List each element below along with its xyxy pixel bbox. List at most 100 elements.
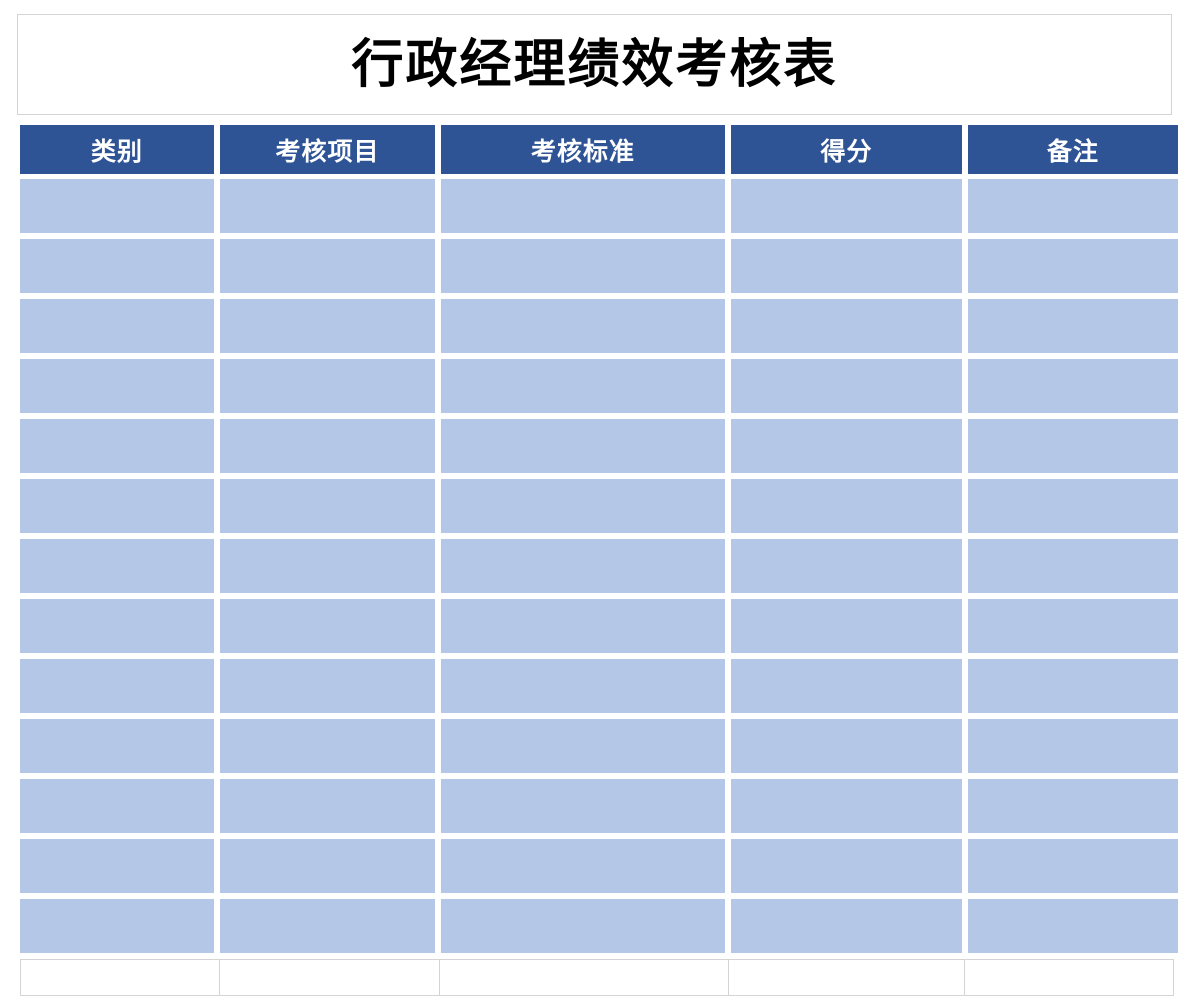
column-header-score[interactable]: 得分 [731,125,962,174]
column-header-remark[interactable]: 备注 [968,125,1178,174]
table-cell-score[interactable] [731,779,962,833]
table-cell-item[interactable] [220,539,435,593]
table-cell-item[interactable] [220,779,435,833]
table-cell-category[interactable] [20,839,214,893]
table-cell-score[interactable] [731,899,962,953]
table-cell-standard[interactable] [441,479,725,533]
table-cell-item[interactable] [220,479,435,533]
table-cell-category[interactable] [20,659,214,713]
page-title: 行政经理绩效考核表 [351,35,838,94]
table-cell-remark[interactable] [968,179,1178,233]
table-row [20,659,1178,713]
table-cell-remark[interactable] [968,539,1178,593]
table-cell-category[interactable] [20,359,214,413]
table-cell-score[interactable] [731,659,962,713]
table-cell-item[interactable] [220,659,435,713]
table-cell-category[interactable] [20,719,214,773]
table-cell-score[interactable] [731,179,962,233]
table-cell-standard[interactable] [441,299,725,353]
column-header-label: 考核标准 [530,137,635,166]
table-row [20,359,1178,413]
table-cell-remark[interactable] [968,479,1178,533]
table-cell-score[interactable] [731,359,962,413]
table-cell-score[interactable] [731,299,962,353]
column-header-category[interactable]: 类别 [20,125,214,174]
table-cell-category[interactable] [20,419,214,473]
table-cell-standard[interactable] [441,539,725,593]
table-cell-score[interactable] [731,839,962,893]
table-cell-score[interactable] [731,239,962,293]
table-cell-item[interactable] [220,359,435,413]
table-cell-score[interactable] [728,959,965,996]
table-cell-category[interactable] [20,959,220,996]
column-header-item[interactable]: 考核项目 [220,125,435,174]
table-cell-standard[interactable] [441,719,725,773]
table-row [20,839,1178,893]
spreadsheet-canvas: 行政经理绩效考核表 类别 考核项目 考核标准 得分 备注 [17,14,1178,996]
column-header-label: 备注 [1046,137,1099,166]
table-cell-standard[interactable] [441,179,725,233]
table-cell-category[interactable] [20,899,214,953]
table-row [20,899,1178,953]
table-cell-item[interactable] [220,899,435,953]
table-cell-category[interactable] [20,179,214,233]
table-cell-standard[interactable] [441,239,725,293]
table-cell-remark[interactable] [968,299,1178,353]
table-cell-category[interactable] [20,299,214,353]
table-header-row: 类别 考核项目 考核标准 得分 备注 [20,125,1178,174]
table-cell-remark[interactable] [968,659,1178,713]
table-row [20,179,1178,233]
table-cell-remark[interactable] [968,719,1178,773]
table-cell-item[interactable] [220,839,435,893]
table-body [20,179,1178,953]
table-cell-category[interactable] [20,239,214,293]
table-cell-item[interactable] [219,959,440,996]
table-cell-remark[interactable] [968,839,1178,893]
table-row [20,299,1178,353]
table-cell-category[interactable] [20,539,214,593]
table-cell-category[interactable] [20,779,214,833]
table-cell-item[interactable] [220,719,435,773]
table-cell-remark[interactable] [968,899,1178,953]
table-row [20,719,1178,773]
table-cell-score[interactable] [731,419,962,473]
table-cell-score[interactable] [731,539,962,593]
table-cell-score[interactable] [731,599,962,653]
column-header-label: 得分 [820,137,873,166]
table-cell-category[interactable] [20,479,214,533]
column-header-label: 类别 [90,137,143,166]
table-cell-item[interactable] [220,179,435,233]
appraisal-table: 类别 考核项目 考核标准 得分 备注 [20,125,1178,996]
table-row [20,539,1178,593]
table-cell-standard[interactable] [441,659,725,713]
table-cell-category[interactable] [20,599,214,653]
table-cell-standard[interactable] [441,419,725,473]
table-cell-standard[interactable] [441,359,725,413]
table-cell-standard[interactable] [441,599,725,653]
table-cell-remark[interactable] [968,419,1178,473]
table-row [20,779,1178,833]
table-cell-item[interactable] [220,239,435,293]
table-row [20,239,1178,293]
table-cell-score[interactable] [731,719,962,773]
table-cell-remark[interactable] [964,959,1174,996]
column-header-standard[interactable]: 考核标准 [441,125,725,174]
table-cell-remark[interactable] [968,239,1178,293]
table-cell-item[interactable] [220,419,435,473]
table-cell-remark[interactable] [968,599,1178,653]
table-cell-standard[interactable] [441,839,725,893]
table-row [20,419,1178,473]
table-cell-item[interactable] [220,299,435,353]
table-cell-standard[interactable] [441,779,725,833]
table-tail-row [20,959,1174,996]
table-cell-standard[interactable] [441,899,725,953]
table-cell-remark[interactable] [968,779,1178,833]
table-cell-remark[interactable] [968,359,1178,413]
table-cell-score[interactable] [731,479,962,533]
title-merged-cell[interactable]: 行政经理绩效考核表 [17,14,1172,115]
table-cell-item[interactable] [220,599,435,653]
table-cell-standard[interactable] [439,959,729,996]
table-row [20,599,1178,653]
column-header-label: 考核项目 [275,137,380,166]
table-row [20,479,1178,533]
